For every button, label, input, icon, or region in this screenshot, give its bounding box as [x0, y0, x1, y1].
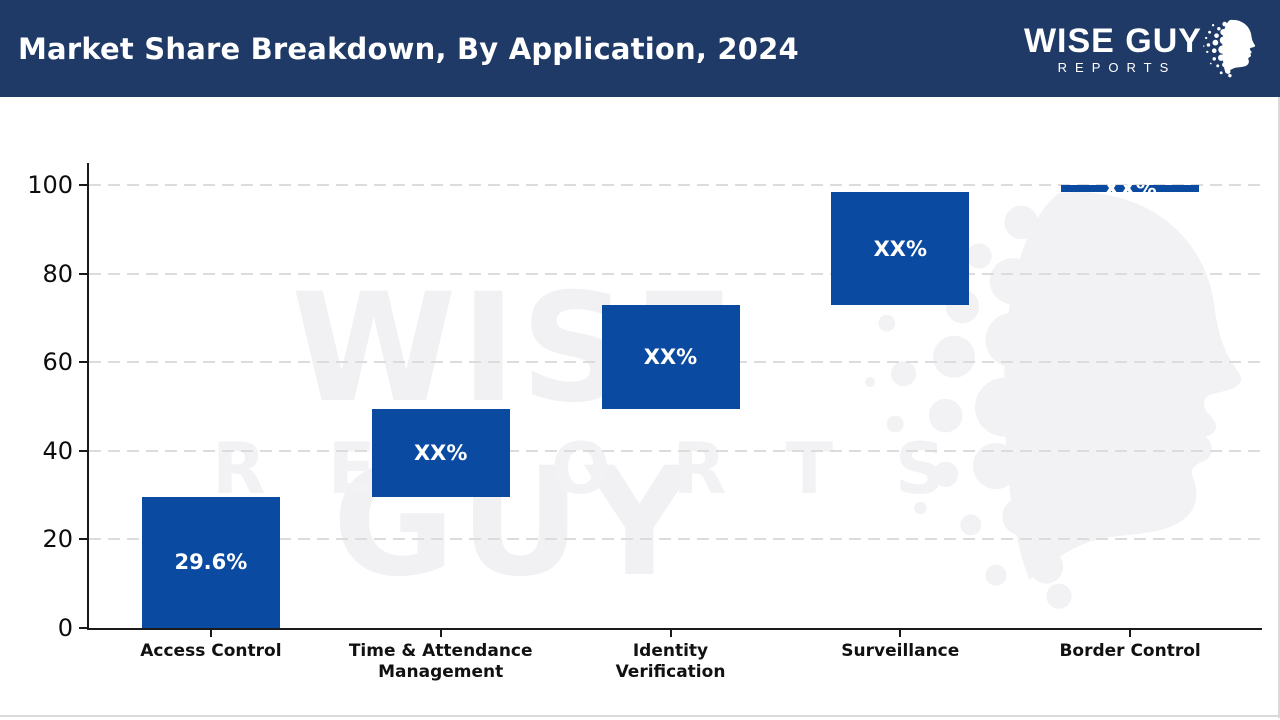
gridline-100	[89, 184, 1262, 186]
x-axis-tick	[669, 630, 672, 637]
bar-identity-verification: XX%	[601, 305, 740, 409]
bar-surveillance: XX%	[831, 192, 970, 306]
gridline-40	[89, 449, 1262, 452]
x-axis-category-label: Access Control	[140, 641, 282, 661]
y-axis-tick	[79, 538, 87, 541]
right-edge-rule	[1278, 97, 1280, 718]
y-axis-tick	[79, 184, 87, 186]
x-axis-line	[87, 628, 1262, 630]
y-axis-tick	[79, 272, 87, 275]
bar-value-label: 29.6%	[174, 550, 248, 575]
wiseguy-face-logo-icon	[1203, 19, 1256, 77]
y-axis-tick-label: 0	[57, 614, 73, 642]
bar-access-control: 29.6%	[141, 496, 280, 628]
y-axis-tick-label: 40	[42, 436, 73, 465]
bar-border-control: XX%	[1061, 185, 1200, 193]
bar-value-label: XX%	[873, 236, 928, 261]
x-axis-tick	[1129, 630, 1132, 637]
logo-wordmark: WISE GUY	[1023, 21, 1202, 60]
logo-subtext: REPORTS	[1057, 59, 1177, 75]
y-axis-tick	[79, 627, 87, 629]
x-axis-tick	[439, 630, 442, 637]
header-bar: Market Share Breakdown, By Application, …	[0, 0, 1280, 97]
x-axis-category-label: Identity Verification	[615, 641, 726, 682]
page-title: Market Share Breakdown, By Application, …	[18, 31, 799, 66]
y-axis-tick-label: 60	[42, 348, 73, 377]
gridline-20	[89, 538, 1262, 541]
y-axis-tick	[79, 449, 87, 452]
y-axis-tick-label: 100	[27, 171, 73, 199]
y-axis-tick	[79, 361, 87, 364]
y-axis-tick-label: 80	[42, 259, 73, 288]
x-axis-category-label: Border Control	[1059, 641, 1201, 661]
gridline-80	[89, 272, 1262, 275]
x-axis-tick	[209, 630, 212, 637]
bar-value-label: XX%	[643, 344, 698, 369]
y-axis-line	[87, 163, 89, 630]
wiseguy-logo: WISE GUY REPORTS	[1024, 11, 1256, 87]
y-axis-tick-label: 20	[42, 525, 73, 554]
bar-time-attendance-management: XX%	[371, 408, 510, 497]
x-axis-category-label: Surveillance	[841, 641, 960, 661]
bottom-edge-rule	[0, 715, 1280, 717]
bar-value-label: XX%	[1103, 185, 1156, 192]
x-axis-tick	[899, 630, 902, 637]
x-axis-category-label: Time & Attendance Management	[348, 641, 533, 682]
bar-value-label: XX%	[413, 440, 468, 465]
